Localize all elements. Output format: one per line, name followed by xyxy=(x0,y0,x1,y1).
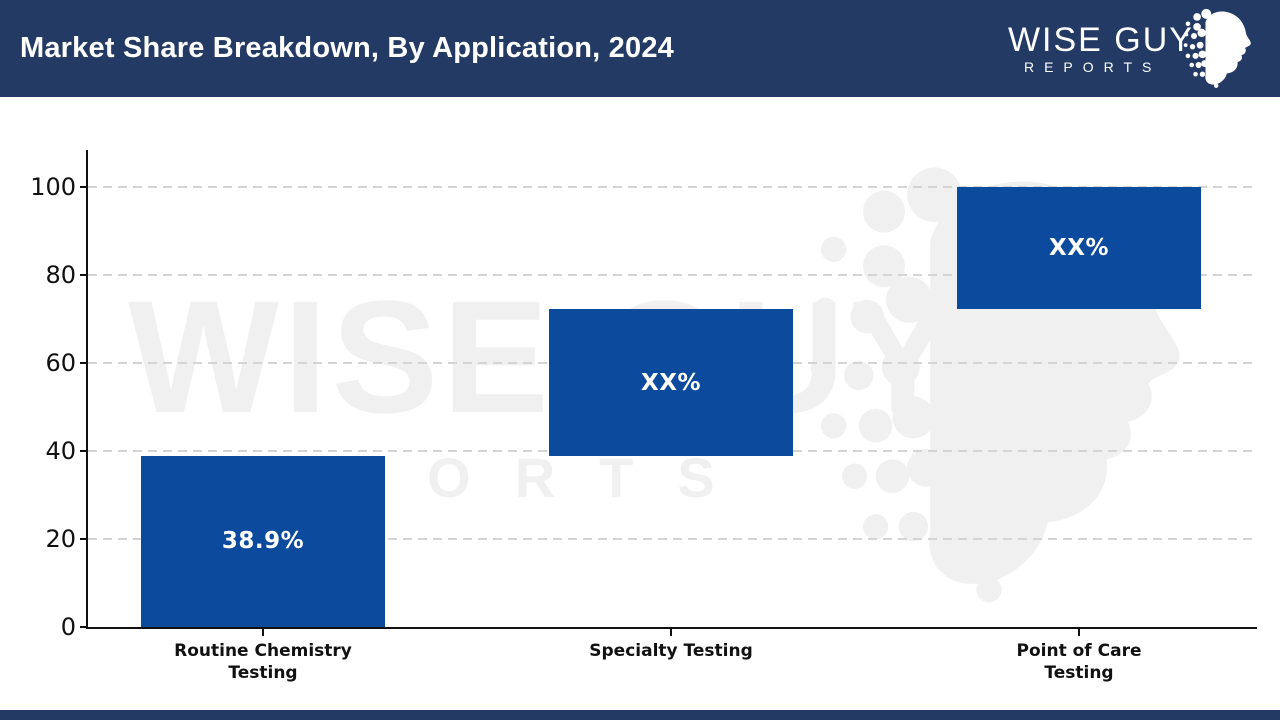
brand-logo: WISE GUY REPORTS xyxy=(1008,7,1280,91)
head-dots-icon xyxy=(1183,8,1251,88)
bar-2: XX% xyxy=(957,187,1201,310)
footer-bar xyxy=(0,710,1280,720)
y-axis xyxy=(86,150,88,629)
x-category-line: Routine Chemistry xyxy=(174,641,352,661)
y-tick-100 xyxy=(80,186,88,188)
y-tick-label: 0 xyxy=(60,613,76,641)
y-tick-label: 60 xyxy=(45,349,76,377)
x-category-label: Point of Care Testing xyxy=(919,640,1239,684)
page-title: Market Share Breakdown, By Application, … xyxy=(20,32,674,64)
x-category-line: Specialty Testing xyxy=(589,641,753,661)
y-tick-label: 20 xyxy=(45,525,76,553)
x-category-label: Specialty Testing xyxy=(511,640,831,662)
bar-1: XX% xyxy=(549,309,793,456)
gridline-100 xyxy=(88,186,1255,188)
x-tick-2 xyxy=(1078,629,1080,636)
y-tick-80 xyxy=(80,274,88,276)
x-category-line: Testing xyxy=(228,663,298,683)
y-tick-0 xyxy=(80,626,88,628)
x-category-line: Point of Care xyxy=(1016,641,1142,661)
y-tick-40 xyxy=(80,450,88,452)
y-tick-label: 100 xyxy=(30,173,76,201)
bar-value-label: 38.9% xyxy=(221,528,305,555)
bar-value-label: XX% xyxy=(640,369,701,396)
y-tick-20 xyxy=(80,538,88,540)
x-tick-1 xyxy=(670,629,672,636)
x-category-line: Testing xyxy=(1044,663,1114,683)
wiseguy-wordmark: WISE GUY REPORTS xyxy=(1008,22,1194,76)
gridline-80 xyxy=(88,274,1255,276)
x-axis xyxy=(86,627,1257,629)
y-tick-60 xyxy=(80,362,88,364)
header-bar: Market Share Breakdown, By Application, … xyxy=(0,0,1280,97)
bar-value-label: XX% xyxy=(1048,235,1109,262)
gridline-20 xyxy=(88,538,1255,540)
x-category-label: Routine Chemistry Testing xyxy=(103,640,423,684)
x-tick-0 xyxy=(262,629,264,636)
y-tick-label: 80 xyxy=(45,261,76,289)
bar-0: 38.9% xyxy=(141,455,385,627)
logo-line2: REPORTS xyxy=(1023,58,1162,75)
logo-line1: WISE GUY xyxy=(1007,20,1194,59)
y-tick-label: 40 xyxy=(45,437,76,465)
